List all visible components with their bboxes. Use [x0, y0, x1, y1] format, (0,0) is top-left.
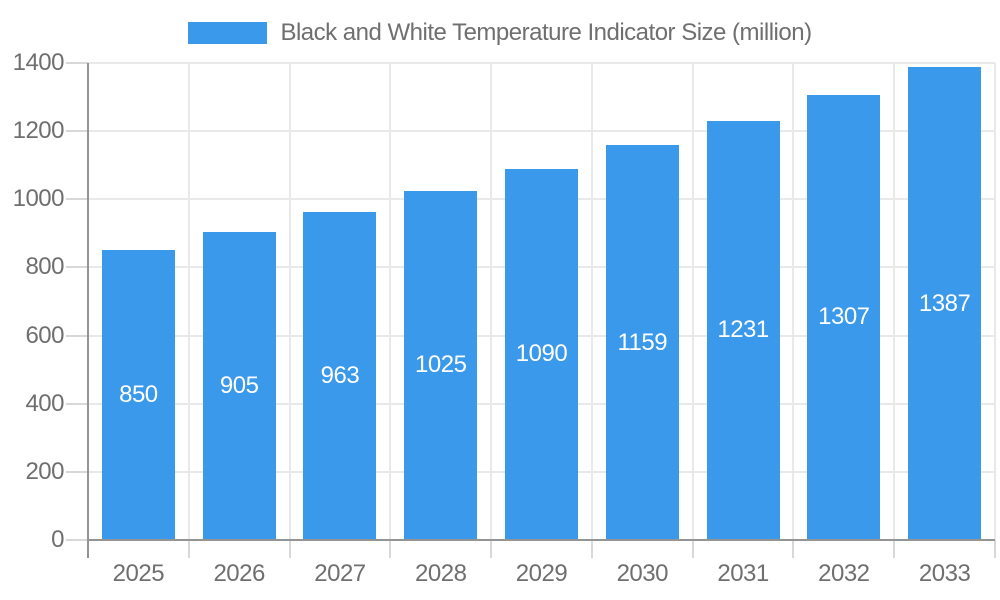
v-gridline	[994, 63, 996, 540]
bar-value-label: 1025	[415, 351, 467, 379]
h-gridline	[88, 62, 995, 64]
y-axis-tick-label: 800	[25, 253, 64, 281]
x-axis-tick-label: 2026	[213, 560, 265, 587]
bar-2029[interactable]: 1090	[505, 168, 578, 540]
y-tick-mark	[66, 470, 88, 473]
y-axis-tick-label: 600	[25, 321, 64, 349]
x-tick-mark	[691, 540, 694, 558]
legend-item[interactable]: Black and White Temperature Indicator Si…	[0, 19, 1000, 46]
bar-value-label: 905	[219, 371, 259, 399]
legend-label: Black and White Temperature Indicator Si…	[280, 19, 812, 46]
bar-value-label: 1387	[918, 289, 971, 317]
x-axis-tick-label: 2032	[818, 560, 870, 587]
bar-2027[interactable]: 963	[303, 211, 377, 540]
y-tick-mark	[66, 266, 88, 269]
y-tick-mark	[66, 402, 88, 405]
v-gridline	[893, 63, 896, 540]
x-axis-tick-label: 2028	[415, 560, 467, 587]
bar-2028[interactable]: 1025	[404, 190, 478, 540]
x-axis-tick-label: 2027	[314, 560, 366, 587]
y-axis-tick-label: 400	[25, 389, 64, 417]
x-axis-line	[87, 539, 995, 541]
x-axis-tick-label: 2030	[616, 560, 669, 587]
bar-value-label: 963	[320, 361, 360, 389]
bar-value-label: 850	[119, 381, 158, 409]
y-axis-tick-label: 0	[51, 526, 64, 553]
x-tick-mark	[389, 540, 392, 558]
bar-value-label: 1231	[717, 316, 769, 344]
y-tick-mark	[66, 62, 88, 64]
x-tick-mark	[288, 540, 291, 558]
bar-value-label: 1090	[515, 340, 568, 368]
y-axis-tick-label: 1000	[12, 185, 65, 213]
v-gridline	[590, 63, 593, 540]
bar-2032[interactable]: 1307	[807, 94, 881, 540]
bar-2025[interactable]: 850	[101, 250, 175, 540]
y-axis-line	[87, 63, 89, 558]
bar-value-label: 1307	[818, 303, 870, 331]
y-tick-mark	[66, 198, 88, 201]
bar-2026[interactable]: 905	[202, 231, 276, 540]
h-gridline	[88, 130, 995, 133]
y-axis-tick-label: 1200	[12, 117, 65, 145]
bar-2031[interactable]: 1231	[706, 120, 780, 540]
x-tick-mark	[792, 540, 795, 558]
y-tick-mark	[66, 539, 88, 541]
x-tick-mark	[893, 540, 896, 558]
y-axis-tick-label: 1400	[12, 49, 65, 76]
x-axis-tick-label: 2029	[515, 560, 568, 587]
legend-swatch	[188, 22, 268, 44]
x-tick-mark	[490, 540, 493, 558]
x-tick-mark	[590, 540, 593, 558]
v-gridline	[187, 63, 190, 540]
x-axis-tick-label: 2033	[918, 560, 971, 587]
v-gridline	[288, 63, 291, 540]
bar-2030[interactable]: 1159	[605, 145, 679, 540]
y-axis-tick-label: 200	[25, 457, 64, 485]
x-axis-tick-label: 2025	[112, 560, 165, 587]
y-tick-mark	[66, 130, 88, 133]
v-gridline	[389, 63, 392, 540]
bar-2033[interactable]: 1387	[908, 67, 982, 540]
x-tick-mark	[994, 540, 996, 558]
y-tick-mark	[66, 334, 88, 337]
x-axis-tick-label: 2031	[717, 560, 769, 587]
v-gridline	[691, 63, 694, 540]
v-gridline	[490, 63, 493, 540]
bar-value-label: 1159	[617, 328, 668, 356]
v-gridline	[792, 63, 795, 540]
x-tick-mark	[187, 540, 190, 558]
